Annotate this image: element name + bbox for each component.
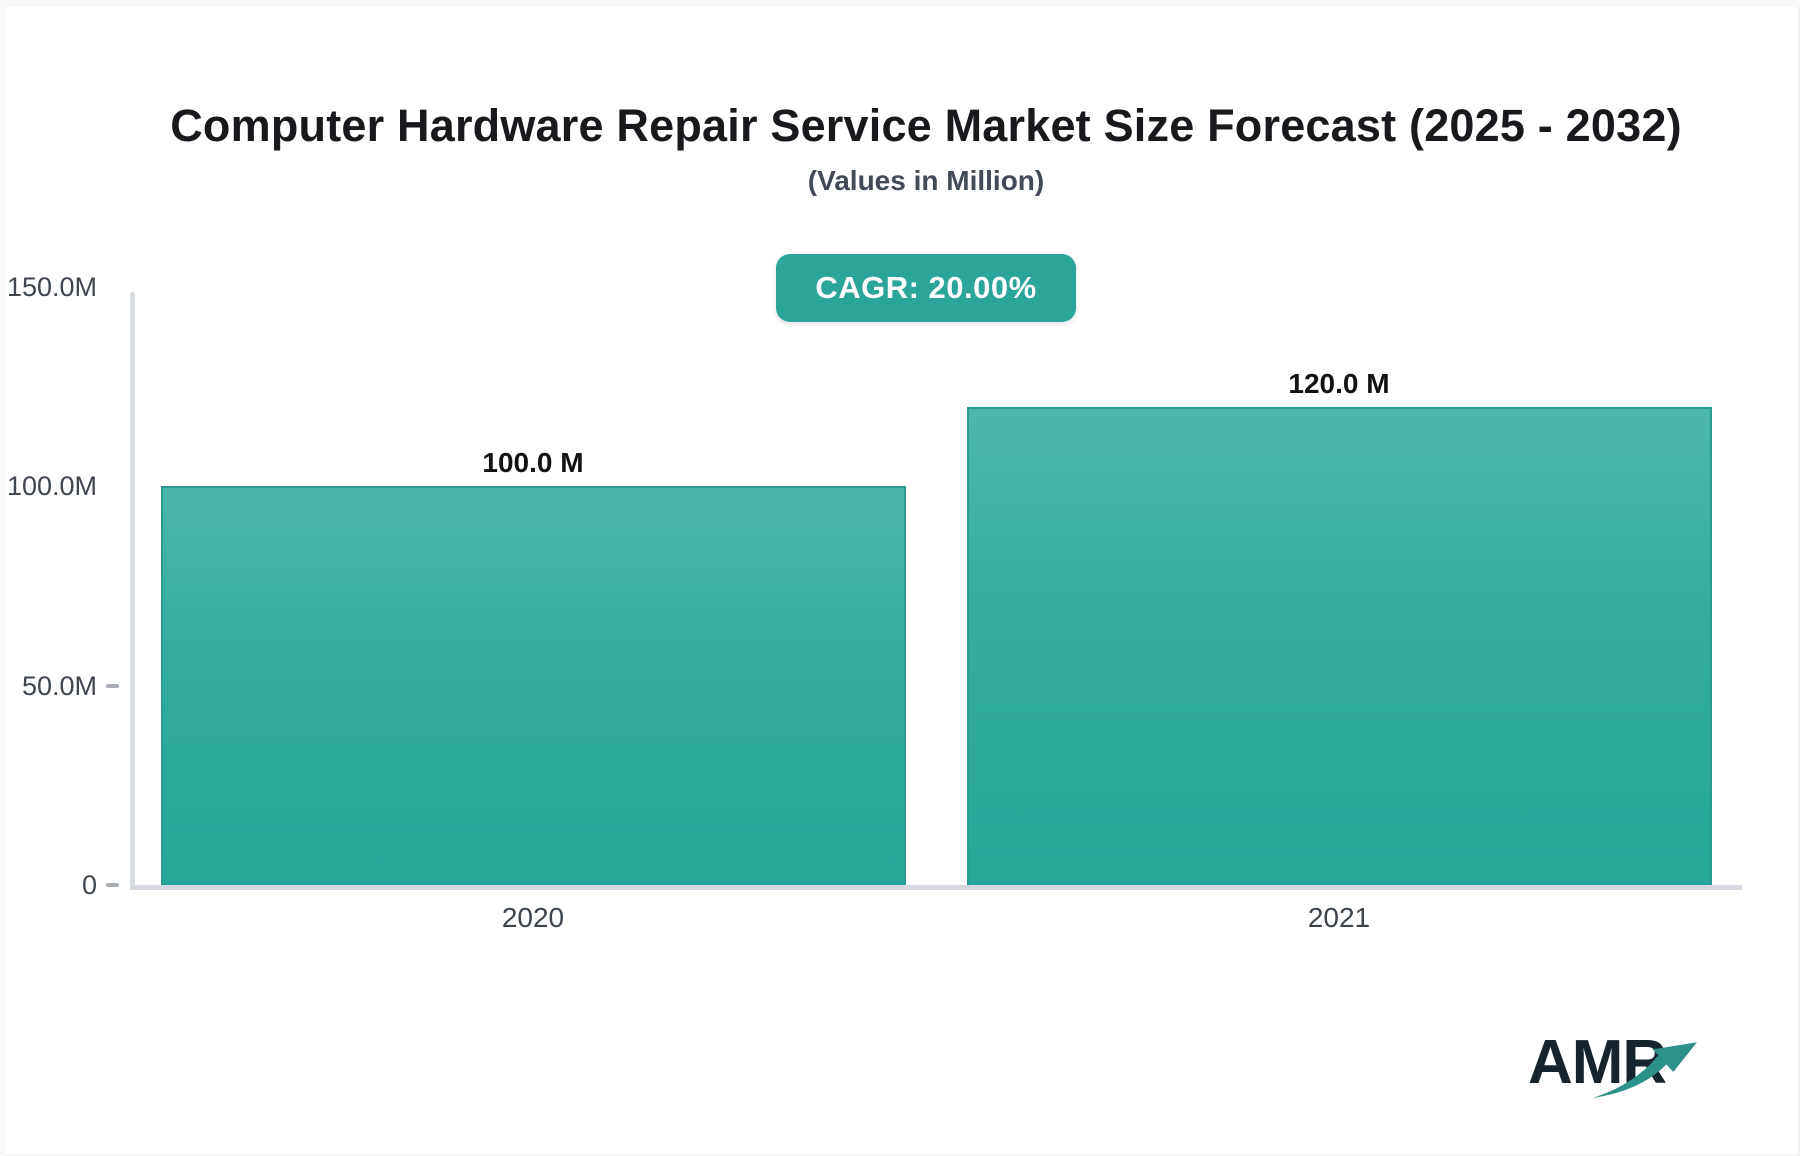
x-axis-label: 2021 (1307, 902, 1371, 933)
chart-title: Computer Hardware Repair Service Market … (170, 100, 1682, 151)
bar-value-label: 120.0 M (1288, 368, 1390, 399)
bar-2020[interactable] (160, 486, 906, 885)
amr-logo: AMR (1528, 1028, 1728, 1112)
y-axis-label: 0 (81, 870, 97, 900)
bar-2021[interactable] (966, 407, 1712, 885)
y-axis-label: 100.0M (6, 471, 97, 502)
y-axis-label: 150.0M (6, 272, 97, 302)
x-axis-label: 2020 (501, 902, 565, 933)
y-axis-tick (106, 883, 119, 887)
bar-value-label: 100.0 M (482, 447, 584, 478)
amr-logo-text: AMR (1528, 1028, 1667, 1097)
growth-arrow-icon (1593, 1042, 1697, 1098)
plot-area: 100.0 M 2020 120.0 M 2021 (130, 287, 1742, 947)
cagr-badge: CAGR: 20.00% (776, 254, 1076, 322)
cagr-badge-label: CAGR: 20.00% (815, 270, 1037, 305)
y-axis-tick (106, 683, 119, 688)
y-axis-label: 50.0M (21, 670, 97, 701)
chart-area: 150.0M 100.0M 50.0M 0 100.0 M 2020 120.0 M 202… (0, 272, 1800, 967)
chart-subtitle: (Values in Million) (807, 165, 1045, 196)
y-axis: 150.0M 100.0M 50.0M 0 (0, 272, 100, 900)
x-axis-line (130, 885, 1742, 890)
chart-header: Computer Hardware Repair Service Market … (50, 98, 1800, 200)
y-axis-line (130, 292, 135, 890)
